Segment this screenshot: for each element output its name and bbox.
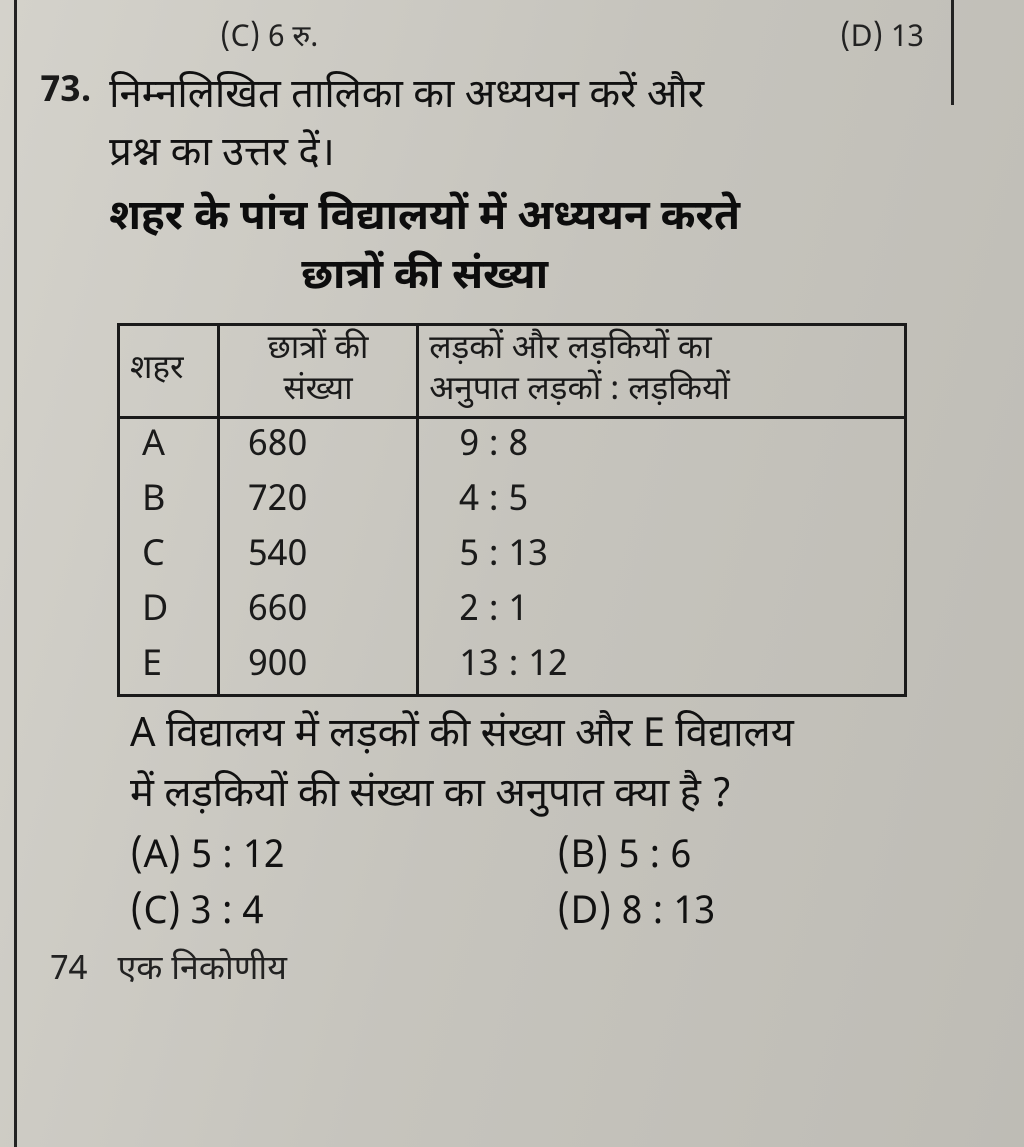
heading-line1: शहर के पांच विद्यालयों में अध्ययन करते [109,192,740,247]
question-heading: शहर के पांच विद्यालयों में अध्ययन करते छ… [109,191,740,309]
question-block: 73. निम्नलिखित तालिका का अध्ययन करें और … [40,69,984,309]
cell-city: E [119,639,219,696]
cell-city: C [119,529,219,584]
table-row: A 680 9 : 8 [119,418,906,475]
cell-city: D [119,584,219,639]
question-text-line1: निम्नलिखित तालिका का अध्ययन करें और [109,72,704,124]
cell-students: 720 [218,474,417,529]
students-table: शहर छात्रों की संख्या लड़कों और लड़कियों… [117,323,907,698]
cropped-prev-question-fragments: (C) 6 रु. (D) 13 [40,20,984,59]
page-content: (C) 6 रु. (D) 13 73. निम्नलिखित तालिका क… [40,20,984,993]
table-row: D 660 2 : 1 [119,584,906,639]
prev-option-c: (C) 6 रु. [220,20,318,59]
cropped-next-question-fragments: 74 एक निकोणीय [50,949,984,993]
question-text: निम्नलिखित तालिका का अध्ययन करें और प्रश… [109,69,740,309]
cell-ratio: 4 : 5 [418,474,906,529]
cell-city: A [119,418,219,475]
cell-students: 540 [218,529,417,584]
cell-students: 900 [218,639,417,696]
table-header-city: शहर [119,324,219,418]
data-table-container: शहर छात्रों की संख्या लड़कों और लड़कियों… [117,323,907,698]
table-header-row: शहर छात्रों की संख्या लड़कों और लड़कियों… [119,324,906,418]
cell-ratio: 9 : 8 [418,418,906,475]
table-row: E 900 13 : 12 [119,639,906,696]
next-question-number: 74 [50,949,87,993]
header-ratio-line1: लड़कों और लड़कियों का [429,329,711,372]
cell-ratio: 5 : 13 [418,529,906,584]
followup-line1: A विद्यालय में लड़कों की संख्या और E विद… [130,711,794,763]
table-row: B 720 4 : 5 [119,474,906,529]
cell-ratio: 13 : 12 [418,639,906,696]
heading-line2: छात्रों की संख्या [109,250,740,309]
header-students-line2: संख्या [283,370,352,413]
option-a[interactable]: (A) 5 : 12 [130,833,557,883]
question-number: 73. [40,69,91,116]
header-ratio-line2: अनुपात लड़कों : लड़कियों [429,370,730,413]
prev-option-d: (D) 13 [840,20,924,59]
option-c[interactable]: (C) 3 : 4 [130,889,557,939]
followup-line2: में लड़कियों की संख्या का अनुपात क्या है… [130,771,732,823]
answer-options: (A) 5 : 12 (B) 5 : 6 (C) 3 : 4 (D) 8 : 1… [130,833,984,939]
next-question-text-fragment: एक निकोणीय [117,949,286,993]
table-header-ratio: लड़कों और लड़कियों का अनुपात लड़कों : लड… [418,324,906,418]
table-header-students: छात्रों की संख्या [218,324,417,418]
cell-students: 660 [218,584,417,639]
option-d[interactable]: (D) 8 : 13 [557,889,984,939]
cell-ratio: 2 : 1 [418,584,906,639]
page-left-rule [14,0,17,1147]
question-followup: A विद्यालय में लड़कों की संख्या और E विद… [130,707,984,827]
cell-city: B [119,474,219,529]
header-students-line1: छात्रों की [268,329,369,372]
option-b[interactable]: (B) 5 : 6 [557,833,984,883]
cell-students: 680 [218,418,417,475]
table-row: C 540 5 : 13 [119,529,906,584]
question-text-line2: प्रश्न का उत्तर दें। [109,130,335,182]
